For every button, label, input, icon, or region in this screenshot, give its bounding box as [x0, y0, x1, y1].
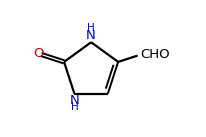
Text: N: N: [69, 94, 79, 107]
Text: CHO: CHO: [140, 48, 169, 61]
Text: O: O: [33, 47, 43, 60]
Text: H: H: [87, 23, 95, 33]
Text: H: H: [70, 102, 78, 112]
Text: N: N: [86, 28, 96, 42]
